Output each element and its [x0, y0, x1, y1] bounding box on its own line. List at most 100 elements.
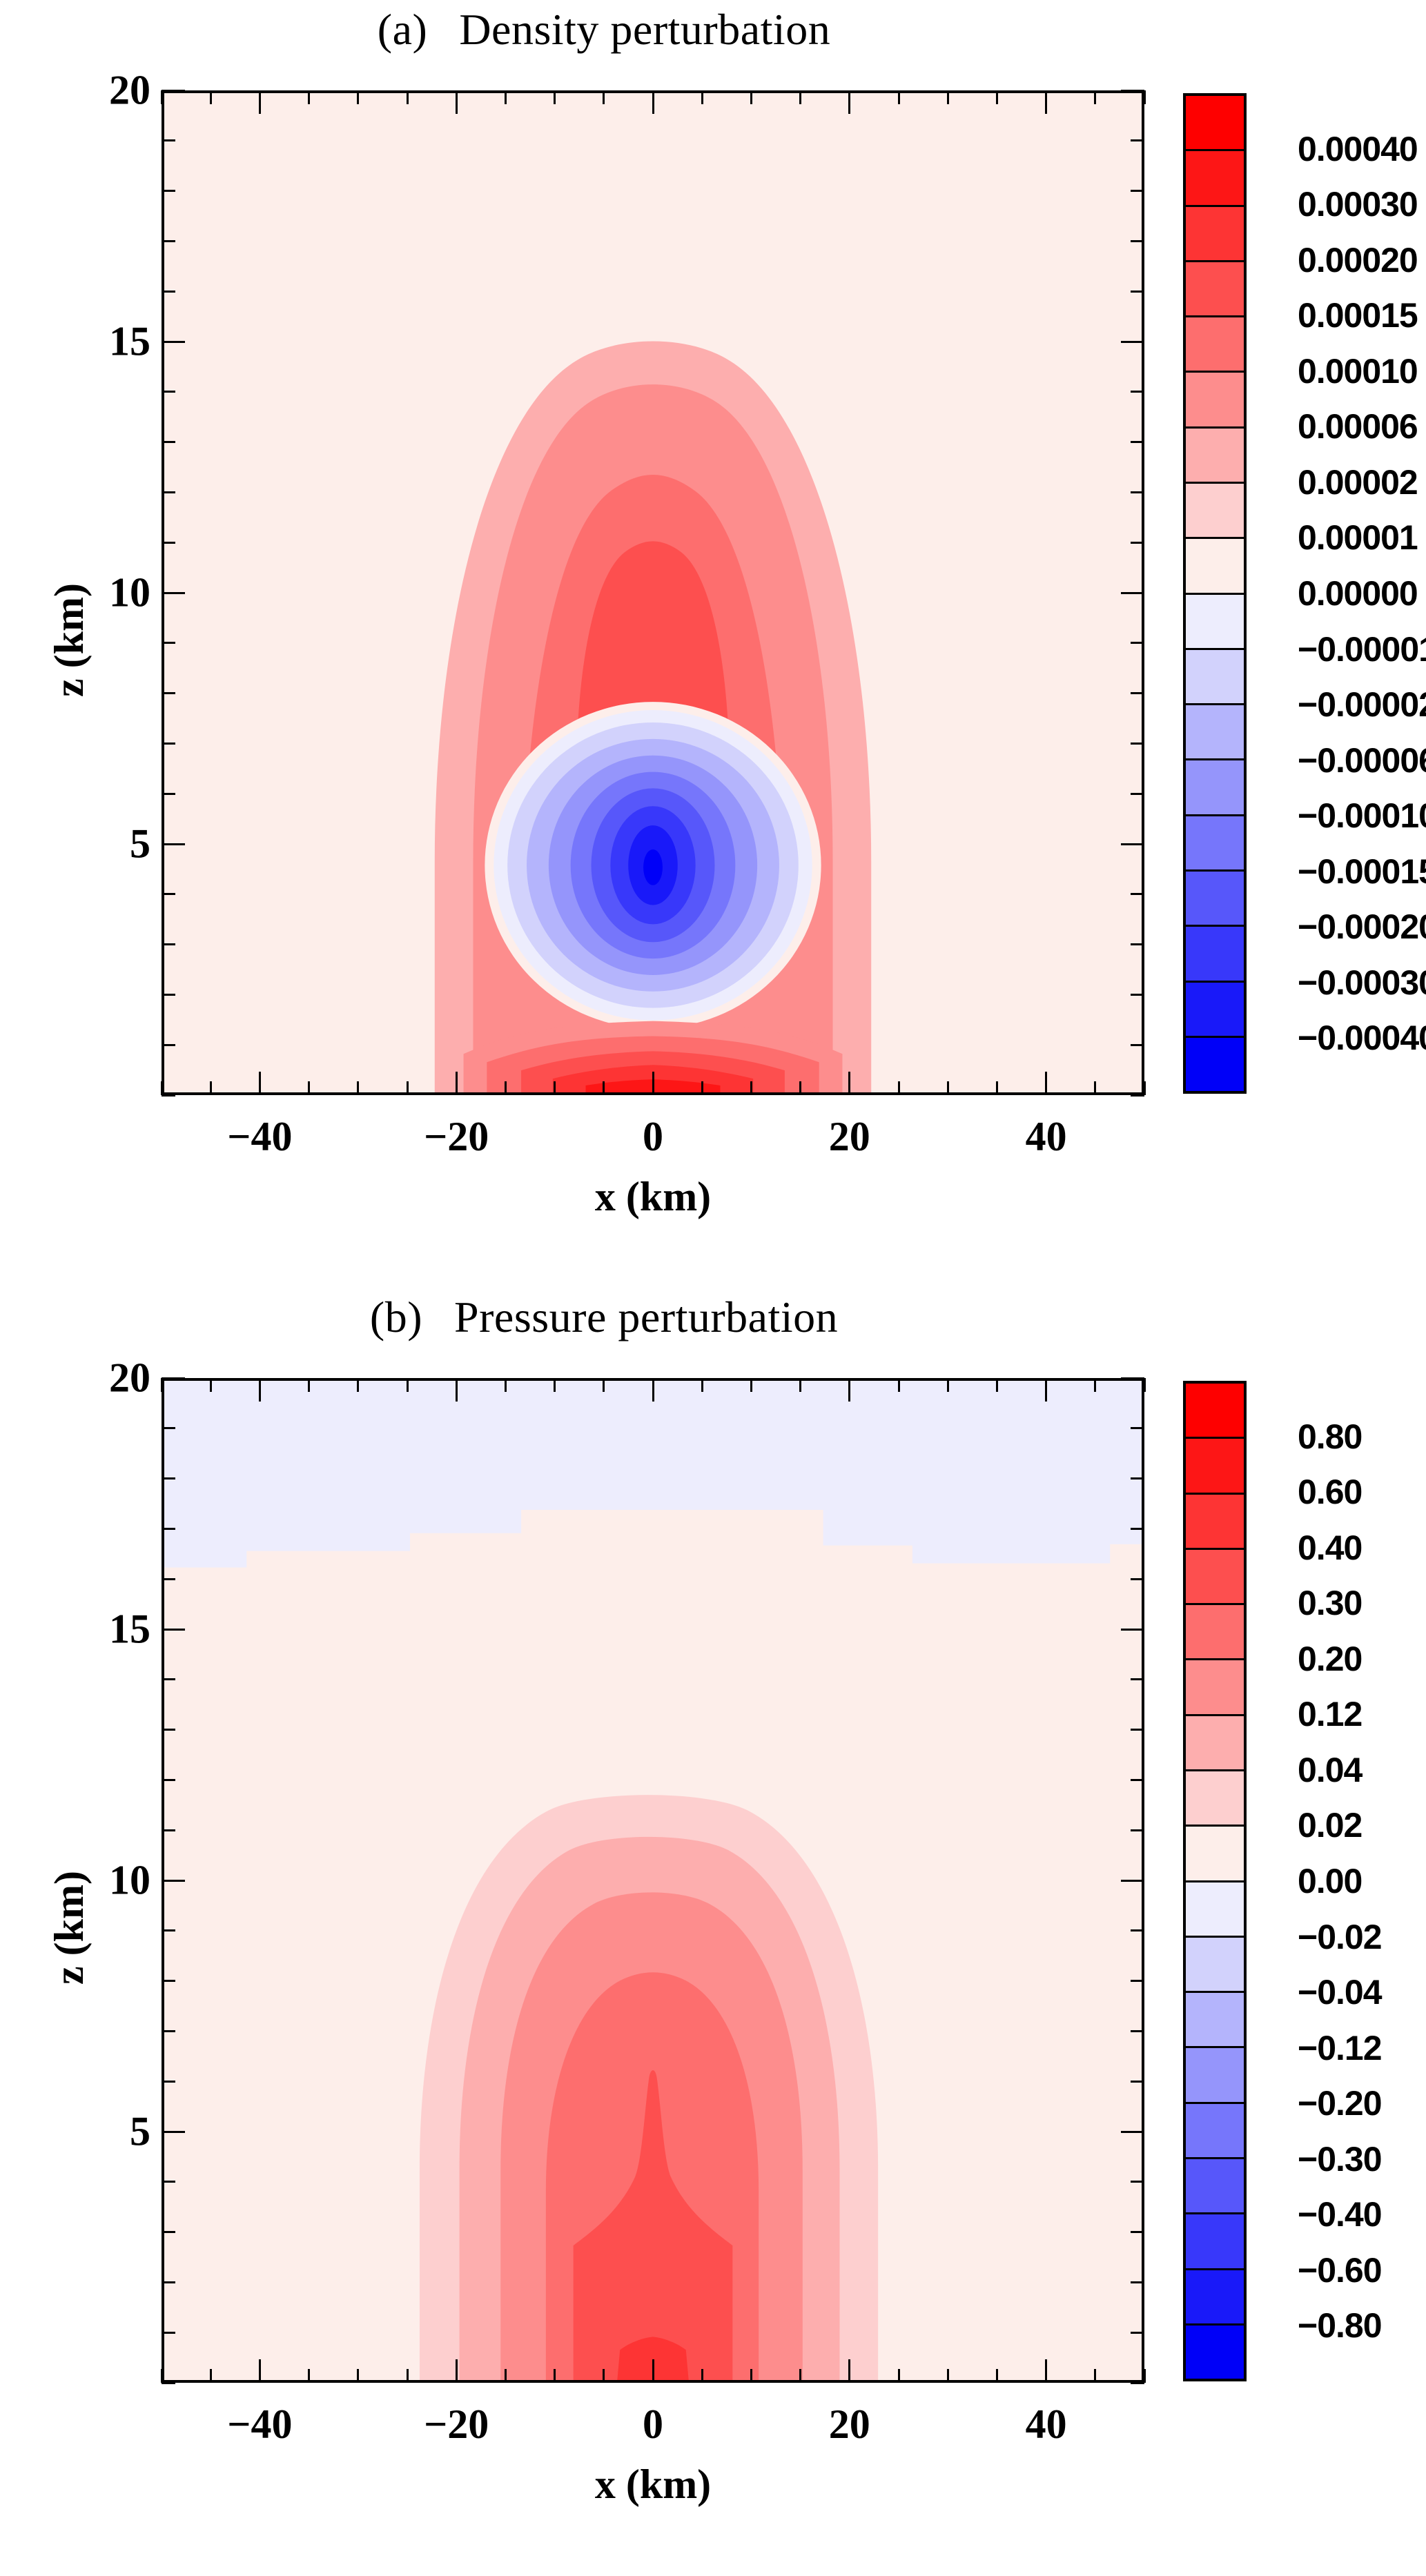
y-tick-label: 15	[109, 318, 150, 364]
colorbar-swatch	[1186, 539, 1244, 595]
panel-a-title-text: Density perturbation	[459, 5, 831, 54]
y-axis-tick	[1131, 1527, 1144, 1530]
x-axis-tick	[897, 1378, 900, 1392]
x-axis-tick	[897, 90, 900, 104]
colorbar-swatch	[1186, 649, 1244, 706]
colorbar-tick-label: −0.00001	[1298, 629, 1426, 669]
y-tick-label: 10	[109, 1857, 150, 1903]
colorbar-tick-label: 0.20	[1298, 1639, 1362, 1678]
colorbar-tick-label: −0.12	[1298, 2028, 1383, 2067]
panel-b-tag: (b)	[369, 1292, 422, 1341]
x-axis-tick	[750, 1378, 752, 1392]
colorbar-tick-label: 0.40	[1298, 1528, 1362, 1567]
y-axis-tick	[1121, 2130, 1144, 2133]
x-axis-tick	[258, 2359, 261, 2383]
x-axis-tick	[701, 1378, 703, 1392]
colorbar-tick-label: 0.00020	[1298, 240, 1418, 279]
colorbar-swatch	[1186, 705, 1244, 761]
colorbar-tick-label: 0.04	[1298, 1750, 1362, 1789]
x-axis-tick	[160, 90, 163, 104]
y-axis-tick	[1131, 290, 1144, 293]
x-axis-tick	[603, 2369, 605, 2383]
colorbar-swatch	[1186, 2159, 1244, 2215]
y-axis-tick	[162, 1377, 185, 1379]
colorbar-tick-label: 0.00002	[1298, 462, 1418, 502]
x-axis-tick	[308, 1081, 311, 1095]
colorbar-tick-label: 0.30	[1298, 1584, 1362, 1623]
y-axis-tick	[162, 2231, 175, 2234]
contour-field-b	[164, 1381, 1142, 2380]
x-axis-tick	[848, 90, 851, 114]
x-axis-tick	[455, 90, 458, 114]
colorbar-swatch	[1186, 317, 1244, 373]
colorbar-a	[1183, 93, 1247, 1094]
x-axis-tick	[455, 1378, 458, 1402]
y-tick-label: 20	[109, 67, 150, 113]
y-axis-tick	[1131, 2080, 1144, 2083]
x-axis-tick	[209, 2369, 212, 2383]
y-axis-tick	[1131, 893, 1144, 896]
y-axis-tick	[162, 692, 175, 695]
y-axis-tick	[162, 1427, 175, 1430]
x-tick-label: −20	[424, 1114, 489, 1159]
y-axis-tick	[162, 1879, 185, 1882]
x-axis-tick	[258, 90, 261, 114]
y-tick-label: 10	[109, 569, 150, 616]
x-axis-tick	[308, 2369, 311, 2383]
y-axis-tick	[1131, 541, 1144, 544]
x-axis-tick	[848, 2359, 851, 2383]
y-axis-tick	[162, 2029, 175, 2032]
colorbar-tick-label: 0.00040	[1298, 129, 1418, 168]
colorbar-swatch	[1186, 1549, 1244, 1606]
x-axis-tick	[995, 90, 998, 104]
colorbar-swatch	[1186, 2103, 1244, 2159]
colorbar-tick-label: −0.30	[1298, 2139, 1383, 2179]
x-axis-tick	[308, 1378, 311, 1392]
x-axis-title-b: x (km)	[594, 2461, 712, 2507]
y-axis-tick	[1131, 1980, 1144, 1983]
y-axis-tick	[162, 2331, 175, 2334]
x-axis-tick	[1143, 1378, 1146, 1392]
x-axis-tick	[701, 1081, 703, 1095]
x-axis-tick	[406, 1378, 409, 1392]
x-axis-tick	[848, 1378, 851, 1402]
x-tick-label: −40	[227, 1114, 293, 1159]
contour-svg-b	[164, 1381, 1142, 2380]
colorbar-swatch	[1186, 1605, 1244, 1661]
y-axis-tick	[1121, 1879, 1144, 1882]
x-tick-label: 40	[1025, 1114, 1067, 1159]
y-axis-tick	[1131, 1729, 1144, 1731]
y-axis-tick	[162, 1094, 175, 1097]
y-axis-tick	[162, 1729, 175, 1731]
x-tick-label: −40	[227, 2401, 293, 2447]
y-axis-tick	[162, 642, 175, 645]
y-axis-tick	[1131, 2381, 1144, 2384]
panel-a-tag: (a)	[377, 5, 428, 54]
x-axis-tick	[160, 1081, 163, 1095]
colorbar-swatch	[1186, 871, 1244, 927]
panel-pressure-perturbation: (b) Pressure perturbation	[0, 1288, 1426, 2576]
y-axis-tick	[1131, 1043, 1144, 1046]
colorbar-swatch	[1186, 1771, 1244, 1827]
y-axis-tick	[1131, 1829, 1144, 1831]
y-axis-tick	[1121, 1628, 1144, 1631]
x-axis-tick	[504, 90, 507, 104]
colorbar-swatch	[1186, 1937, 1244, 1994]
y-axis-tick	[1121, 340, 1144, 343]
colorbar-swatch	[1186, 2214, 1244, 2270]
colorbar-swatch	[1186, 2325, 1244, 2379]
x-axis-tick	[995, 1081, 998, 1095]
y-tick-label: 5	[130, 2108, 150, 2154]
plot-area-a	[162, 90, 1144, 1095]
panel-a-title: (a) Density perturbation	[104, 4, 1104, 55]
x-axis-tick	[554, 1081, 556, 1095]
y-axis-tick	[1131, 2281, 1144, 2283]
colorbar-swatch	[1186, 1439, 1244, 1495]
panel-b-title-text: Pressure perturbation	[454, 1292, 839, 1341]
colorbar-tick-label: −0.02	[1298, 1917, 1383, 1956]
colorbar-swatch	[1186, 1715, 1244, 1771]
colorbar-tick-label: −0.00030	[1298, 963, 1426, 1002]
x-axis-tick	[1045, 1378, 1048, 1402]
x-axis-tick	[1094, 1081, 1097, 1095]
y-axis-tick	[162, 1043, 175, 1046]
